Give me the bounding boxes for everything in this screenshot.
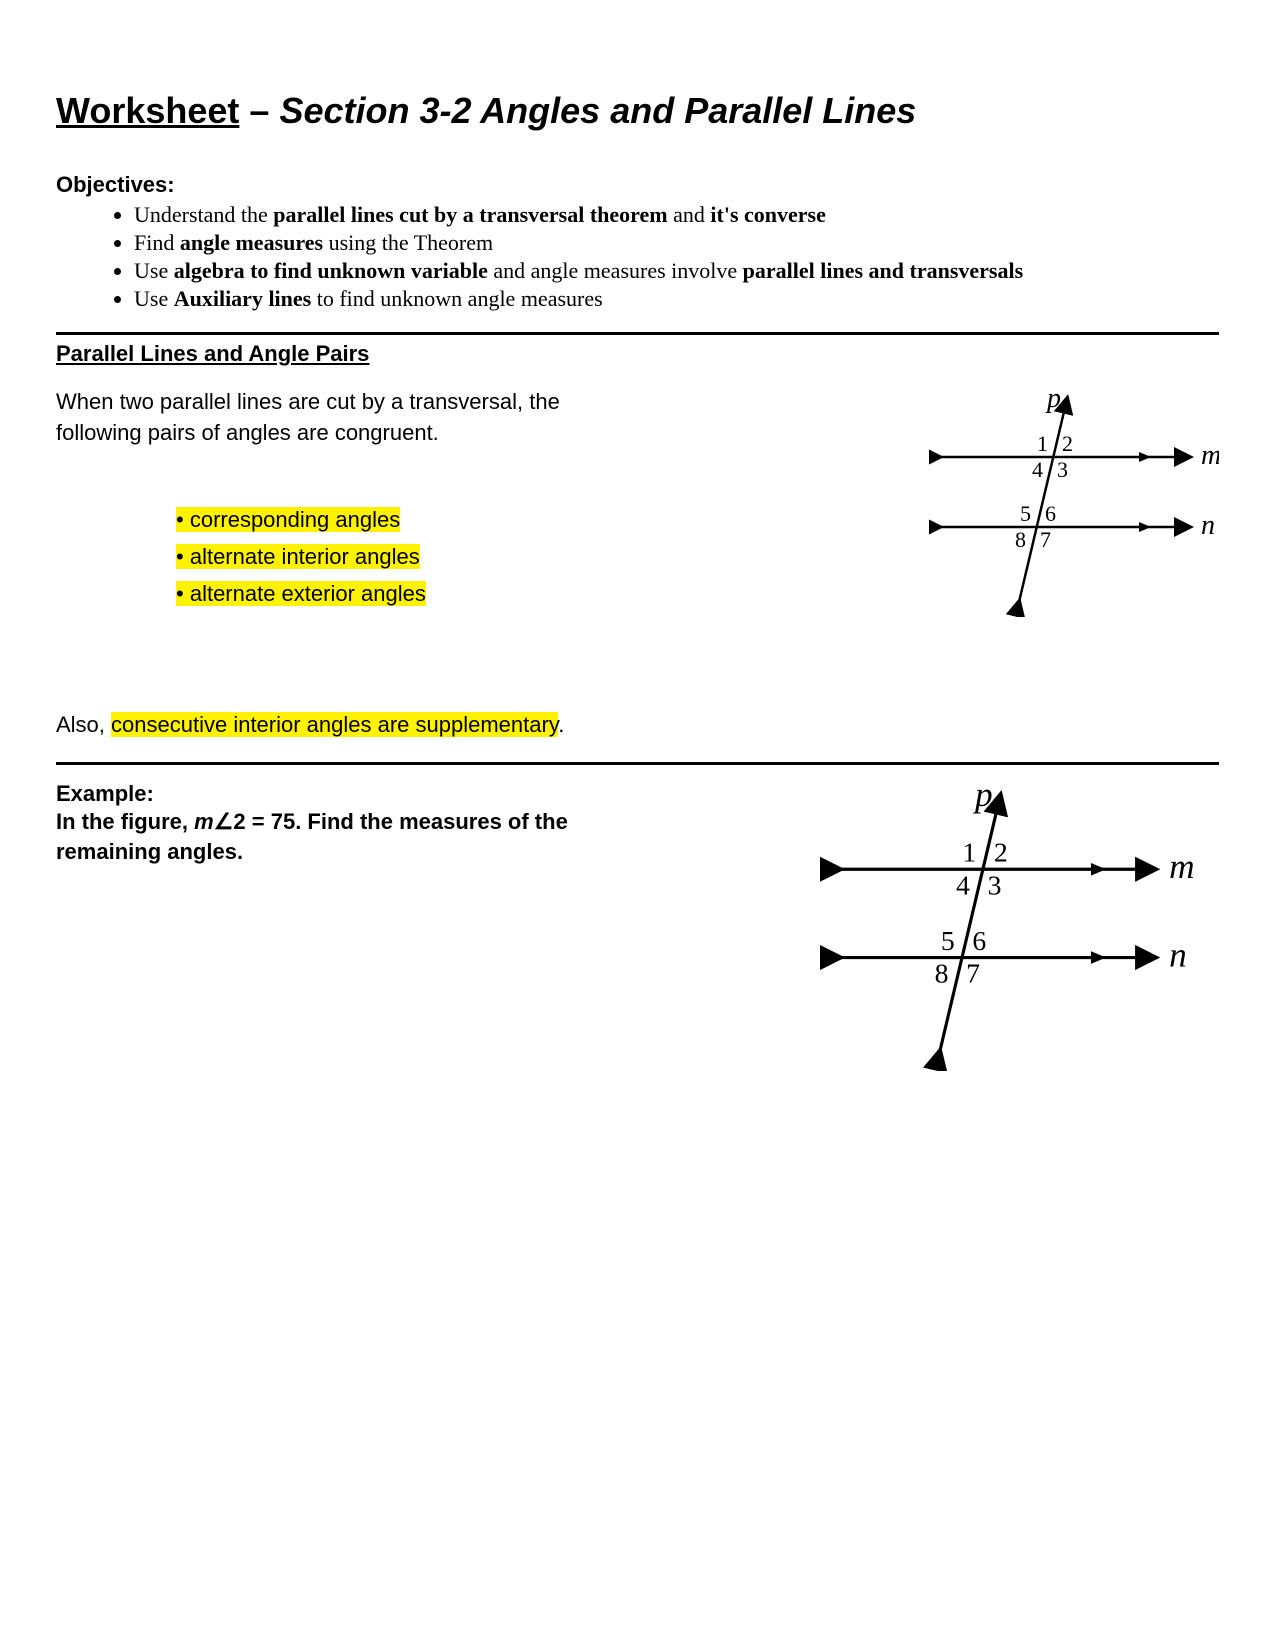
title-worksheet: Worksheet (56, 90, 239, 131)
example-text: In the figure, m∠2 = 75. Find the measur… (56, 807, 819, 866)
angle-type: • alternate interior angles (176, 544, 420, 569)
intro-text: When two parallel lines are cut by a tra… (56, 387, 636, 449)
objectives-header: Objectives: (56, 172, 1219, 198)
svg-text:2: 2 (994, 837, 1008, 868)
angle-label: 4 (1032, 457, 1043, 482)
label-n: n (1201, 510, 1215, 541)
example-header: Example: (56, 781, 819, 807)
angle-label: 7 (1040, 527, 1051, 552)
angle-types-list: • corresponding angles • alternate inter… (176, 501, 929, 613)
objective-item: Use algebra to find unknown variable and… (134, 258, 1219, 284)
angle-label: 1 (1037, 431, 1048, 456)
title-section: Section 3-2 Angles and Parallel Lines (279, 90, 916, 131)
label-p: p (1045, 387, 1061, 414)
objectives-list: Understand the parallel lines cut by a t… (56, 202, 1219, 312)
svg-text:7: 7 (966, 958, 980, 989)
section-header: Parallel Lines and Angle Pairs (56, 341, 1219, 367)
angle-type: • alternate exterior angles (176, 581, 426, 606)
angle-type: • corresponding angles (176, 507, 400, 532)
svg-text:3: 3 (988, 869, 1002, 900)
angle-label: 8 (1015, 527, 1026, 552)
svg-text:5: 5 (941, 925, 955, 956)
svg-text:p: p (972, 781, 993, 814)
objective-item: Find angle measures using the Theorem (134, 230, 1219, 256)
title-dash: – (239, 90, 279, 131)
svg-text:m: m (1169, 847, 1195, 886)
svg-text:6: 6 (972, 925, 986, 956)
angle-label: 2 (1062, 431, 1073, 456)
diagram-small: p m n 1 2 3 4 5 6 7 8 (929, 387, 1219, 622)
also-line: Also, consecutive interior angles are su… (56, 712, 1219, 738)
svg-text:n: n (1169, 935, 1187, 974)
diagram-large: p m n 1 2 3 4 5 6 7 8 (819, 781, 1199, 1076)
svg-text:1: 1 (962, 837, 976, 868)
svg-text:4: 4 (956, 869, 970, 900)
angle-label: 6 (1045, 501, 1056, 526)
angle-label: 3 (1057, 457, 1068, 482)
divider (56, 762, 1219, 765)
objective-item: Use Auxiliary lines to find unknown angl… (134, 286, 1219, 312)
divider (56, 332, 1219, 335)
svg-text:8: 8 (935, 958, 949, 989)
label-m: m (1201, 440, 1219, 471)
angle-label: 5 (1020, 501, 1031, 526)
objective-item: Understand the parallel lines cut by a t… (134, 202, 1219, 228)
page-title: Worksheet – Section 3-2 Angles and Paral… (56, 90, 1219, 132)
